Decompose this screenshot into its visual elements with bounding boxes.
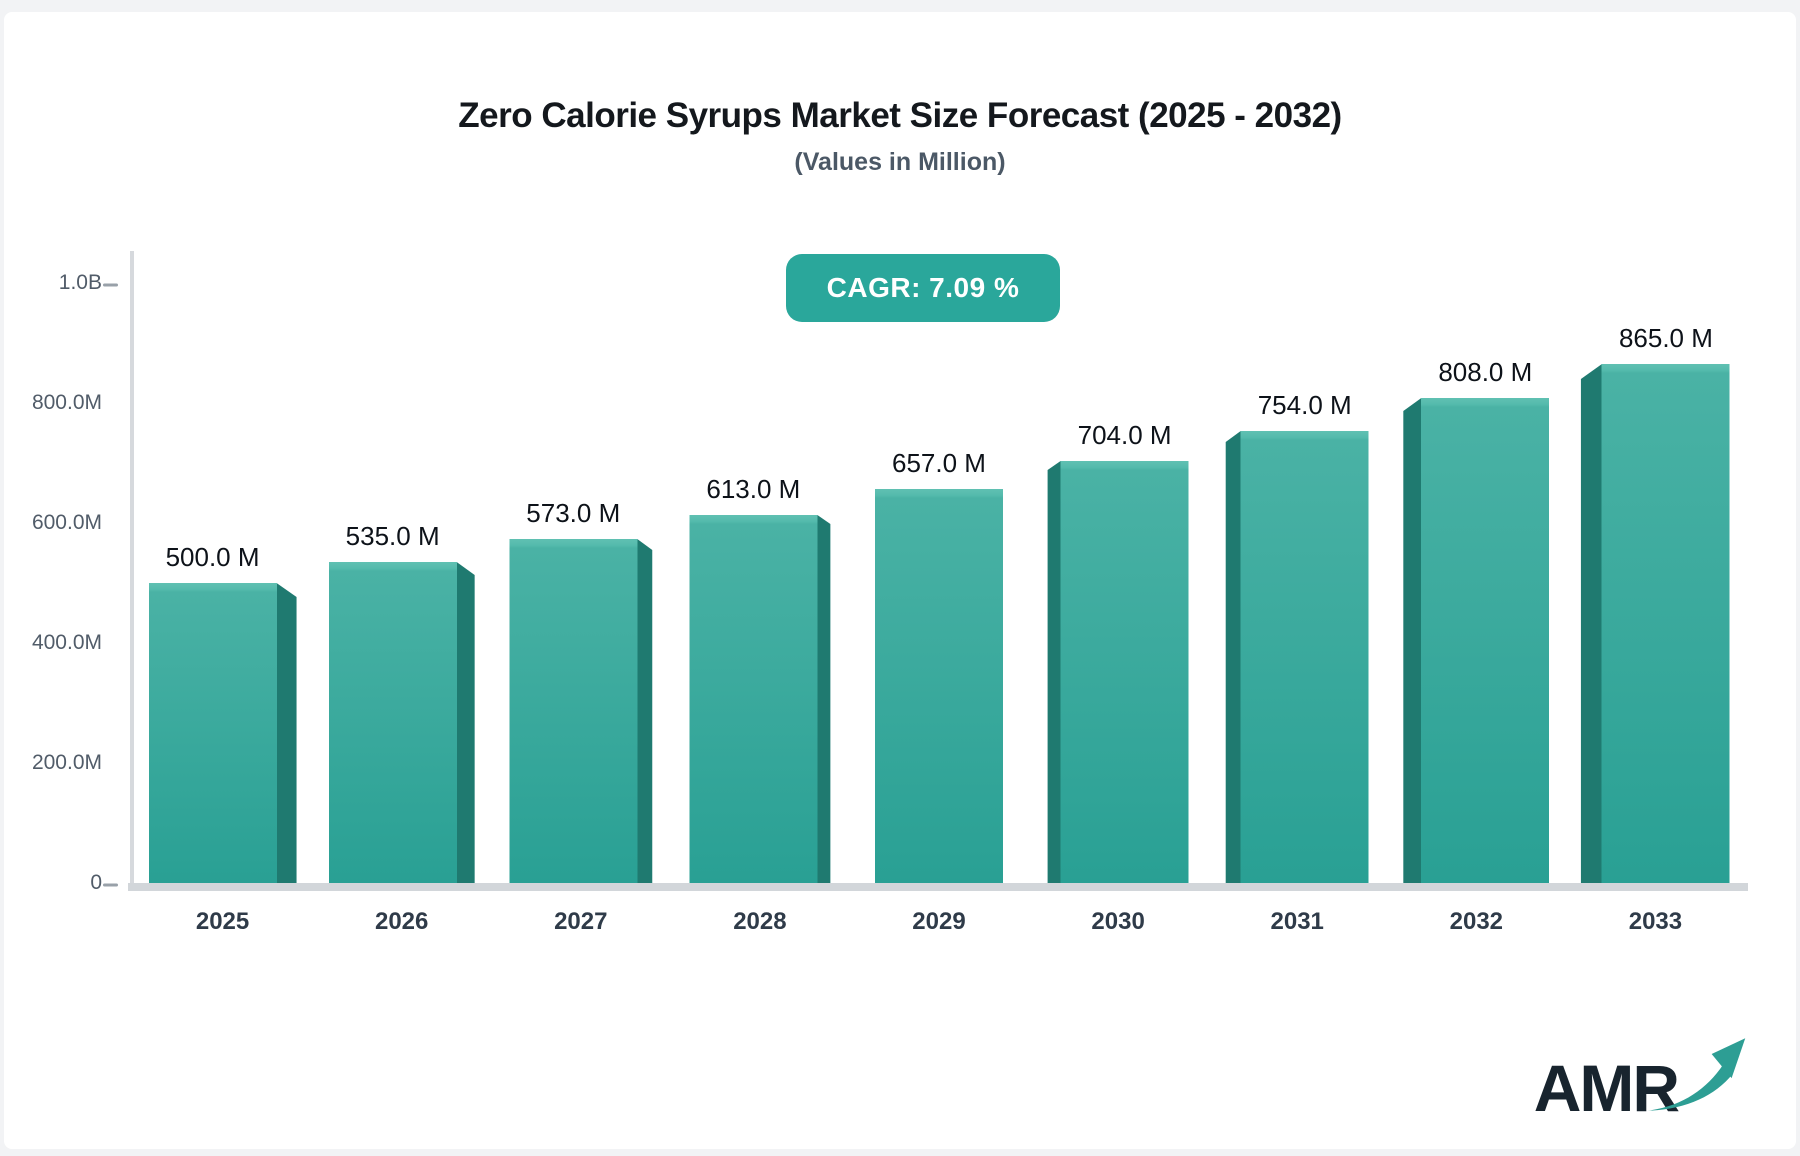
- bar-value-label: 573.0 M: [526, 498, 621, 528]
- cagr-badge-label: CAGR: 7.09 %: [826, 272, 1020, 303]
- y-label-1.0B: 1.0B: [58, 271, 102, 294]
- bar-value-label: 754.0 M: [1257, 390, 1352, 420]
- growth-arrow-icon: [1647, 1038, 1746, 1111]
- bar-group-2032: 808.0 M: [1387, 283, 1566, 883]
- bar-face: [874, 489, 1003, 883]
- x-label-2027: 2027: [554, 908, 608, 935]
- bar-side-face: [1225, 431, 1241, 883]
- bar-face: [1240, 431, 1369, 883]
- bar-2025: 500.0 M: [148, 542, 297, 883]
- bar-2031: 754.0 M: [1225, 390, 1369, 883]
- bar-value-label: 657.0 M: [892, 448, 986, 478]
- bars-row: 500.0 M 535.0 M 573.0 M 613.0 M 657.0 M 704.0…: [133, 283, 1745, 883]
- bar-value-label: 613.0 M: [706, 474, 801, 504]
- bar-group-2027: 573.0 M: [491, 283, 670, 883]
- x-label-2031: 2031: [1270, 908, 1324, 935]
- y-tick-dash: [103, 883, 118, 887]
- bar-value-label: 704.0 M: [1077, 420, 1172, 450]
- bar-group-2031: 754.0 M: [1208, 283, 1387, 883]
- x-label-2033: 2033: [1628, 908, 1683, 935]
- bar-face: [148, 583, 277, 883]
- cagr-badge: CAGR: 7.09 %: [786, 254, 1060, 322]
- x-label-2030: 2030: [1091, 908, 1145, 935]
- bar-side-face: [1403, 398, 1422, 883]
- y-label-200.0M: 200.0M: [31, 751, 102, 774]
- bar-2026: 535.0 M: [328, 521, 475, 883]
- bar-2030: 704.0 M: [1047, 420, 1189, 883]
- bar-group-2030: 704.0 M: [1029, 283, 1208, 883]
- bar-face: [328, 562, 457, 883]
- bar-2029: 657.0 M: [874, 448, 1003, 883]
- y-label-600.0M: 600.0M: [31, 511, 102, 534]
- x-axis-labels: 2025 2026 2027 2028 2029 2030 2031 2032 2033: [133, 908, 1745, 936]
- x-label-2029: 2029: [912, 908, 966, 935]
- bar-group-2026: 535.0 M: [312, 283, 491, 883]
- y-axis-line: [130, 251, 134, 891]
- bar-face: [1421, 398, 1550, 883]
- chart-title: Zero Calorie Syrups Market Size Forecast…: [458, 96, 1342, 135]
- bar-side-face: [276, 583, 297, 883]
- bar-group-2025: 500.0 M: [133, 283, 312, 883]
- bar-value-label: 808.0 M: [1438, 357, 1533, 387]
- plot-area: 500.0 M 535.0 M 573.0 M 613.0 M 657.0 M 704.0…: [133, 283, 1745, 883]
- y-label-400.0M: 400.0M: [31, 631, 102, 654]
- bar-value-label: 500.0 M: [165, 542, 260, 572]
- bar-2033: 865.0 M: [1580, 323, 1730, 883]
- x-label-2026: 2026: [374, 908, 429, 935]
- bar-group-2028: 613.0 M: [670, 283, 849, 883]
- bar-side-face: [1047, 461, 1061, 883]
- y-label-0: 0: [90, 871, 102, 894]
- bar-side-face: [1580, 364, 1602, 883]
- bar-face: [1601, 364, 1730, 883]
- y-axis-labels: 1.0B 800.0M 600.0M 400.0M 200.0M 0: [0, 271, 118, 894]
- bar-2032: 808.0 M: [1403, 357, 1550, 883]
- bar-2027: 573.0 M: [509, 498, 653, 883]
- bar-face: [509, 539, 638, 883]
- chart-subtitle: (Values in Million): [794, 148, 1006, 176]
- bar-face: [1060, 461, 1189, 883]
- bar-group-2033: 865.0 M: [1566, 283, 1745, 883]
- y-label-800.0M: 800.0M: [31, 391, 102, 414]
- bar-value-label: 865.0 M: [1618, 323, 1713, 353]
- bar-group-2029: 657.0 M: [849, 283, 1028, 883]
- x-label-2028: 2028: [733, 908, 787, 935]
- x-label-2032: 2032: [1449, 908, 1504, 935]
- bar-2028: 613.0 M: [689, 474, 831, 883]
- y-tick-dash: [103, 283, 118, 287]
- amr-logo: AMR: [1534, 1033, 1752, 1121]
- bar-side-face: [637, 539, 653, 883]
- x-axis-line: [128, 883, 1748, 891]
- bar-side-face: [456, 562, 475, 883]
- x-label-2025: 2025: [195, 908, 250, 935]
- bar-value-label: 535.0 M: [345, 521, 440, 551]
- bar-face: [689, 515, 818, 883]
- bar-side-face: [817, 515, 831, 883]
